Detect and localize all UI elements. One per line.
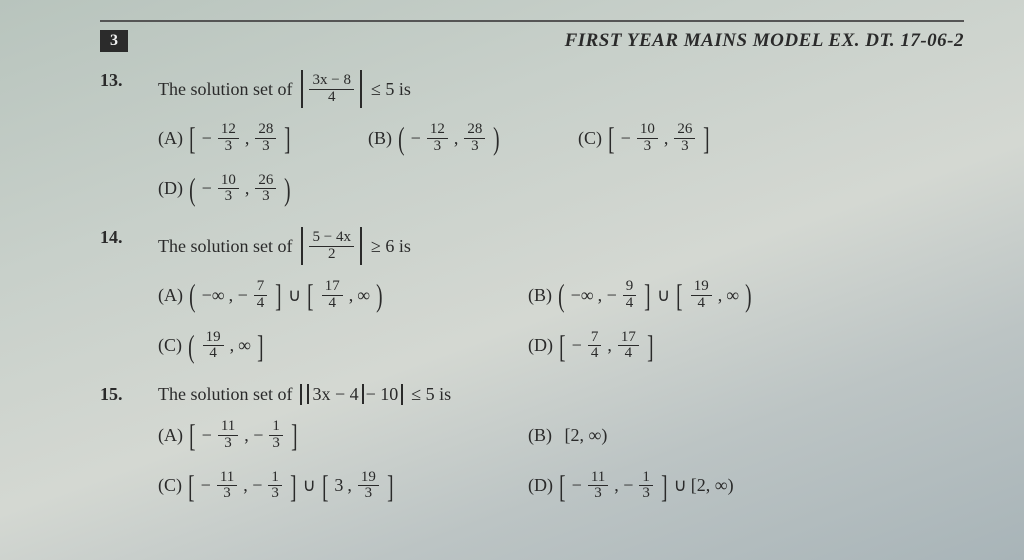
abs-frac: 3x − 84: [301, 70, 361, 108]
option-c: (C) [−103, 263]: [578, 122, 758, 155]
option-a: (A) [−113, −13]: [158, 419, 498, 452]
relation: ≤ 5 is: [411, 384, 451, 405]
question-number: 13.: [100, 70, 130, 215]
question-stem: The solution set of 3x − 4− 10 ≤ 5 is: [158, 384, 964, 405]
question-body: The solution set of 3x − 4− 10 ≤ 5 is (A…: [158, 384, 964, 512]
options: (A) [−123, 283] (B) (−123, 283) (C) [−10…: [158, 122, 964, 205]
question-number: 14.: [100, 227, 130, 372]
inner-abs: 3x − 4: [307, 384, 363, 404]
option-b: (B) [2, ∞): [528, 419, 868, 452]
paper-title: FIRST YEAR MAINS MODEL EX. DT. 17-06-2: [565, 30, 964, 52]
option-b: (B) (−∞, −94] ∪ [194, ∞): [528, 279, 868, 312]
question-15: 15. The solution set of 3x − 4− 10 ≤ 5 i…: [100, 384, 964, 512]
option-d: (D) (−103, 263): [158, 173, 338, 206]
question-13: 13. The solution set of 3x − 84 ≤ 5 is (…: [100, 70, 964, 215]
option-a: (A) (−∞, −74] ∪ [174, ∞): [158, 279, 498, 312]
option-c: (C) [−113, −13] ∪ [3, 193]: [158, 470, 498, 503]
header-row: 3 FIRST YEAR MAINS MODEL EX. DT. 17-06-2: [100, 30, 964, 52]
relation: ≥ 6 is: [371, 236, 411, 257]
option-d: (D) [−113, −13] ∪ [2, ∞): [528, 470, 868, 503]
page-number-badge: 3: [100, 30, 128, 52]
question-14: 14. The solution set of 5 − 4x2 ≥ 6 is (…: [100, 227, 964, 372]
question-body: The solution set of 3x − 84 ≤ 5 is (A) […: [158, 70, 964, 215]
question-stem: The solution set of 3x − 84 ≤ 5 is: [158, 70, 964, 108]
top-rule: [100, 20, 964, 22]
outer-abs: 3x − 4− 10: [300, 384, 403, 405]
question-body: The solution set of 5 − 4x2 ≥ 6 is (A) (…: [158, 227, 964, 372]
stem-text: The solution set of: [158, 384, 292, 405]
abs-frac: 5 − 4x2: [301, 227, 361, 265]
question-stem: The solution set of 5 − 4x2 ≥ 6 is: [158, 227, 964, 265]
options: (A) [−113, −13] (B) [2, ∞) (C) [−113, −1…: [158, 419, 964, 502]
exam-page: 3 FIRST YEAR MAINS MODEL EX. DT. 17-06-2…: [0, 0, 1024, 544]
options: (A) (−∞, −74] ∪ [174, ∞) (B) (−∞, −94] ∪…: [158, 279, 964, 362]
stem-text: The solution set of: [158, 79, 292, 100]
option-b: (B) (−123, 283): [368, 122, 548, 155]
option-d: (D) [−74, 174]: [528, 330, 868, 363]
option-a: (A) [−123, 283]: [158, 122, 338, 155]
option-c: (C) (194, ∞]: [158, 330, 498, 363]
question-number: 15.: [100, 384, 130, 512]
relation: ≤ 5 is: [371, 79, 411, 100]
stem-text: The solution set of: [158, 236, 292, 257]
